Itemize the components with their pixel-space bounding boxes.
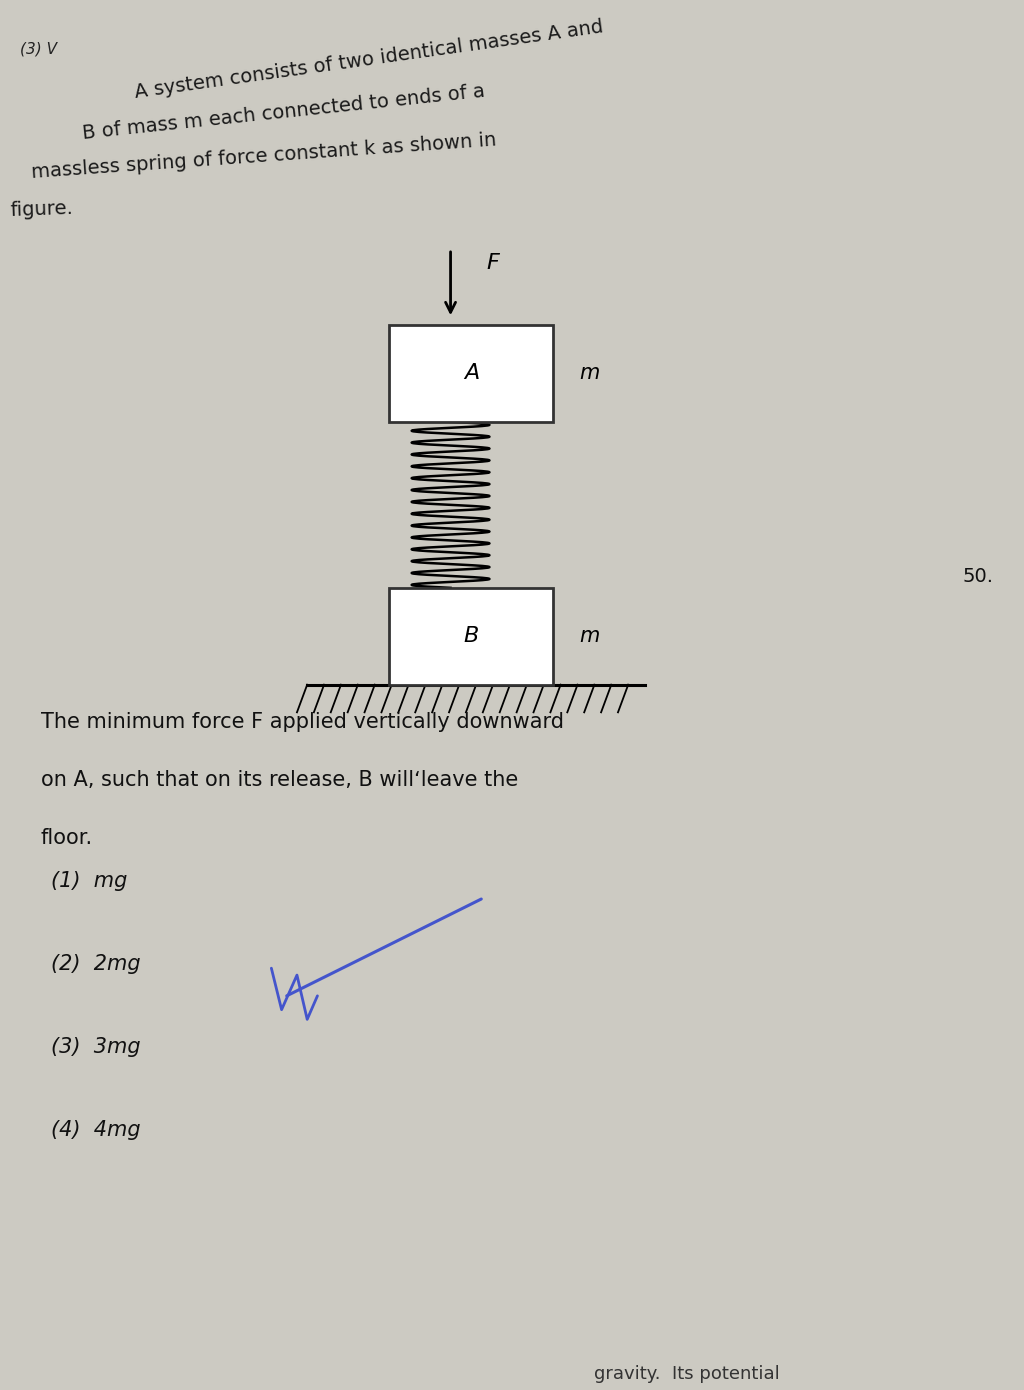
Text: gravity.  Its potential: gravity. Its potential — [594, 1365, 779, 1383]
Text: $A$: $A$ — [463, 363, 479, 384]
Text: (3)  3mg: (3) 3mg — [51, 1037, 141, 1058]
Bar — [389, 325, 553, 423]
Text: B of mass m each connected to ends of a: B of mass m each connected to ends of a — [82, 82, 486, 143]
Text: A system consists of two identical masses A and: A system consists of two identical masse… — [133, 17, 604, 101]
Text: 50.: 50. — [963, 567, 993, 587]
Text: massless spring of force constant k as shown in: massless spring of force constant k as s… — [31, 131, 497, 182]
Text: floor.: floor. — [41, 828, 93, 848]
Text: The minimum force F applied vertically downward: The minimum force F applied vertically d… — [41, 712, 564, 733]
Text: (2)  2mg: (2) 2mg — [51, 955, 141, 974]
Bar — [389, 588, 553, 685]
Text: $B$: $B$ — [463, 627, 479, 646]
Text: (3) V: (3) V — [20, 42, 57, 57]
Text: $F$: $F$ — [486, 253, 502, 272]
Text: $m$: $m$ — [579, 627, 599, 646]
Text: $m$: $m$ — [579, 363, 599, 384]
Text: figure.: figure. — [10, 199, 74, 220]
Text: (4)  4mg: (4) 4mg — [51, 1120, 141, 1140]
Text: (1)  mg: (1) mg — [51, 872, 128, 891]
Text: on A, such that on its release, B willʻleave the: on A, such that on its release, B willʻl… — [41, 770, 518, 791]
